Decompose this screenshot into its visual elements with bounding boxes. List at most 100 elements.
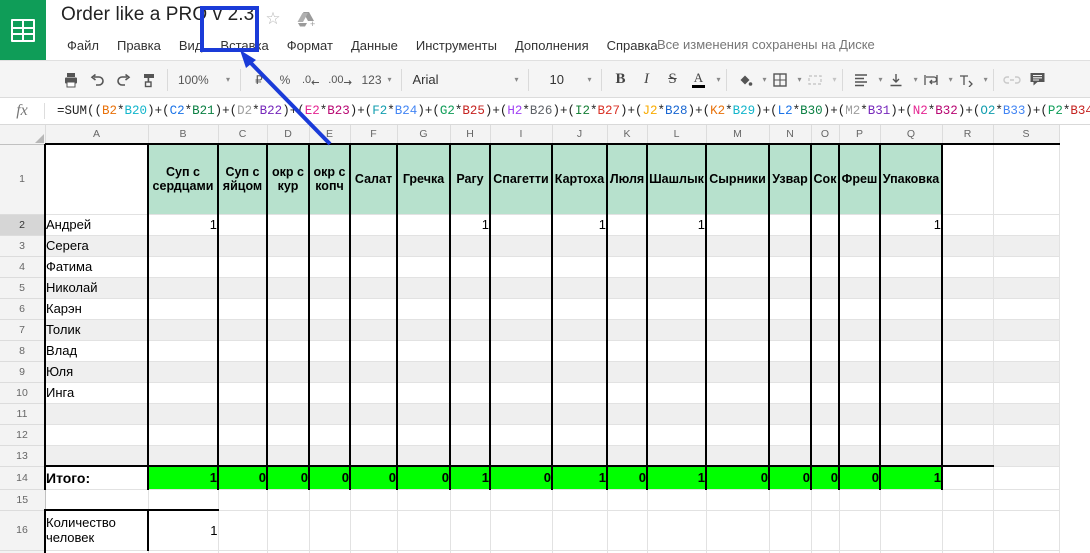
- total-value-cell[interactable]: 1: [879, 465, 943, 490]
- order-qty-cell[interactable]: [217, 403, 268, 425]
- order-qty-cell[interactable]: [879, 277, 943, 299]
- chevron-down-icon[interactable]: ▾: [762, 75, 767, 84]
- table-row[interactable]: 10 Инга: [0, 382, 1060, 404]
- paint-format-icon[interactable]: [136, 67, 162, 93]
- order-qty-cell[interactable]: [810, 214, 840, 236]
- row-header-6[interactable]: 6: [0, 298, 46, 320]
- order-qty-cell[interactable]: [551, 256, 608, 278]
- order-qty-cell[interactable]: [147, 298, 219, 320]
- undo-icon[interactable]: [84, 67, 110, 93]
- person-name-cell[interactable]: Инга: [44, 382, 149, 404]
- dish-header-cell[interactable]: Сырники: [705, 143, 770, 215]
- order-qty-cell[interactable]: [705, 277, 770, 299]
- order-qty-cell[interactable]: [879, 319, 943, 341]
- dish-header-cell[interactable]: Сок: [810, 143, 840, 215]
- table-row[interactable]: 11: [0, 403, 1060, 425]
- row-header-10[interactable]: 10: [0, 382, 46, 404]
- total-value-cell[interactable]: 1: [646, 465, 707, 490]
- grid-cell[interactable]: [880, 510, 943, 551]
- grid-cell[interactable]: [350, 489, 398, 511]
- total-value-cell[interactable]: 0: [705, 465, 770, 490]
- order-qty-cell[interactable]: [396, 340, 451, 362]
- order-qty-cell[interactable]: [606, 382, 648, 404]
- order-qty-cell[interactable]: [768, 298, 812, 320]
- order-qty-cell[interactable]: [879, 256, 943, 278]
- order-qty-cell[interactable]: [266, 403, 310, 425]
- order-qty-cell[interactable]: [838, 235, 881, 257]
- order-qty-cell[interactable]: [551, 403, 608, 425]
- order-qty-cell[interactable]: [396, 382, 451, 404]
- order-qty-cell[interactable]: [810, 403, 840, 425]
- vertical-align-button[interactable]: [883, 67, 909, 93]
- grid-cell[interactable]: [942, 489, 994, 511]
- order-qty-cell[interactable]: [879, 235, 943, 257]
- order-qty-cell[interactable]: [551, 382, 608, 404]
- sheets-logo-icon[interactable]: [0, 0, 46, 60]
- drive-move-icon[interactable]: +: [296, 10, 316, 28]
- grid-cell[interactable]: [309, 510, 351, 551]
- table-row[interactable]: 15: [0, 489, 1060, 511]
- percent-format-button[interactable]: %: [272, 67, 298, 93]
- order-qty-cell[interactable]: [147, 340, 219, 362]
- order-qty-cell[interactable]: [606, 277, 648, 299]
- dish-header-cell[interactable]: окр с копч: [308, 143, 351, 215]
- grid-cell[interactable]: [267, 510, 310, 551]
- order-qty-cell[interactable]: [941, 424, 994, 446]
- order-qty-cell[interactable]: [147, 382, 219, 404]
- grid-cell[interactable]: [647, 510, 707, 551]
- grid-cell[interactable]: [490, 510, 553, 551]
- order-qty-cell[interactable]: [606, 256, 648, 278]
- order-qty-cell[interactable]: [349, 298, 398, 320]
- dish-header-cell[interactable]: Узвар: [768, 143, 812, 215]
- order-qty-cell[interactable]: [396, 319, 451, 341]
- order-qty-cell[interactable]: [646, 361, 707, 383]
- order-qty-cell[interactable]: [879, 340, 943, 362]
- order-qty-cell[interactable]: [308, 298, 351, 320]
- order-qty-cell[interactable]: [217, 298, 268, 320]
- order-qty-cell[interactable]: [646, 340, 707, 362]
- grid-cell[interactable]: [942, 550, 994, 553]
- total-label-cell[interactable]: Итого:: [44, 465, 149, 490]
- fill-color-button[interactable]: [732, 67, 758, 93]
- order-qty-cell[interactable]: [768, 403, 812, 425]
- order-qty-cell[interactable]: [646, 424, 707, 446]
- dish-header-cell[interactable]: Гречка: [396, 143, 451, 215]
- order-qty-cell[interactable]: [551, 298, 608, 320]
- grid-cell[interactable]: [397, 510, 451, 551]
- grid-cell[interactable]: [607, 510, 648, 551]
- order-qty-cell[interactable]: [308, 319, 351, 341]
- order-qty-cell[interactable]: [705, 235, 770, 257]
- grid-cell[interactable]: [880, 550, 943, 553]
- column-header-l[interactable]: L: [647, 125, 707, 145]
- grid-cell[interactable]: [450, 489, 491, 511]
- order-qty-cell[interactable]: [993, 235, 1060, 257]
- order-qty-cell[interactable]: [308, 361, 351, 383]
- order-qty-cell[interactable]: [266, 445, 310, 467]
- order-qty-cell[interactable]: [705, 361, 770, 383]
- table-row[interactable]: 4 Фатима: [0, 256, 1060, 278]
- order-qty-cell[interactable]: [266, 382, 310, 404]
- order-qty-cell[interactable]: [308, 214, 351, 236]
- order-qty-cell[interactable]: [941, 361, 994, 383]
- font-family-selector[interactable]: Arial ▾: [407, 67, 523, 93]
- grid-cell[interactable]: [45, 489, 149, 511]
- order-qty-cell[interactable]: [217, 256, 268, 278]
- order-qty-cell[interactable]: [147, 361, 219, 383]
- grid-cell[interactable]: [397, 550, 451, 553]
- grid-cell[interactable]: [309, 489, 351, 511]
- person-name-cell[interactable]: [44, 424, 149, 446]
- menu-addons[interactable]: Дополнения: [514, 37, 589, 53]
- column-header-k[interactable]: K: [607, 125, 648, 145]
- order-qty-cell[interactable]: [646, 319, 707, 341]
- order-qty-cell[interactable]: [449, 256, 491, 278]
- order-qty-cell[interactable]: [349, 445, 398, 467]
- order-qty-cell[interactable]: [838, 382, 881, 404]
- order-qty-cell[interactable]: [551, 340, 608, 362]
- borders-button[interactable]: [767, 67, 793, 93]
- print-icon[interactable]: [58, 67, 84, 93]
- order-qty-cell[interactable]: [993, 256, 1060, 278]
- formula-bar[interactable]: fx =SUM((B2*B20)+(C2*B21)+(D2*B22)+(E2*B…: [0, 98, 1090, 125]
- order-qty-cell[interactable]: [308, 340, 351, 362]
- column-header-s[interactable]: S: [993, 125, 1060, 145]
- order-qty-cell[interactable]: [349, 235, 398, 257]
